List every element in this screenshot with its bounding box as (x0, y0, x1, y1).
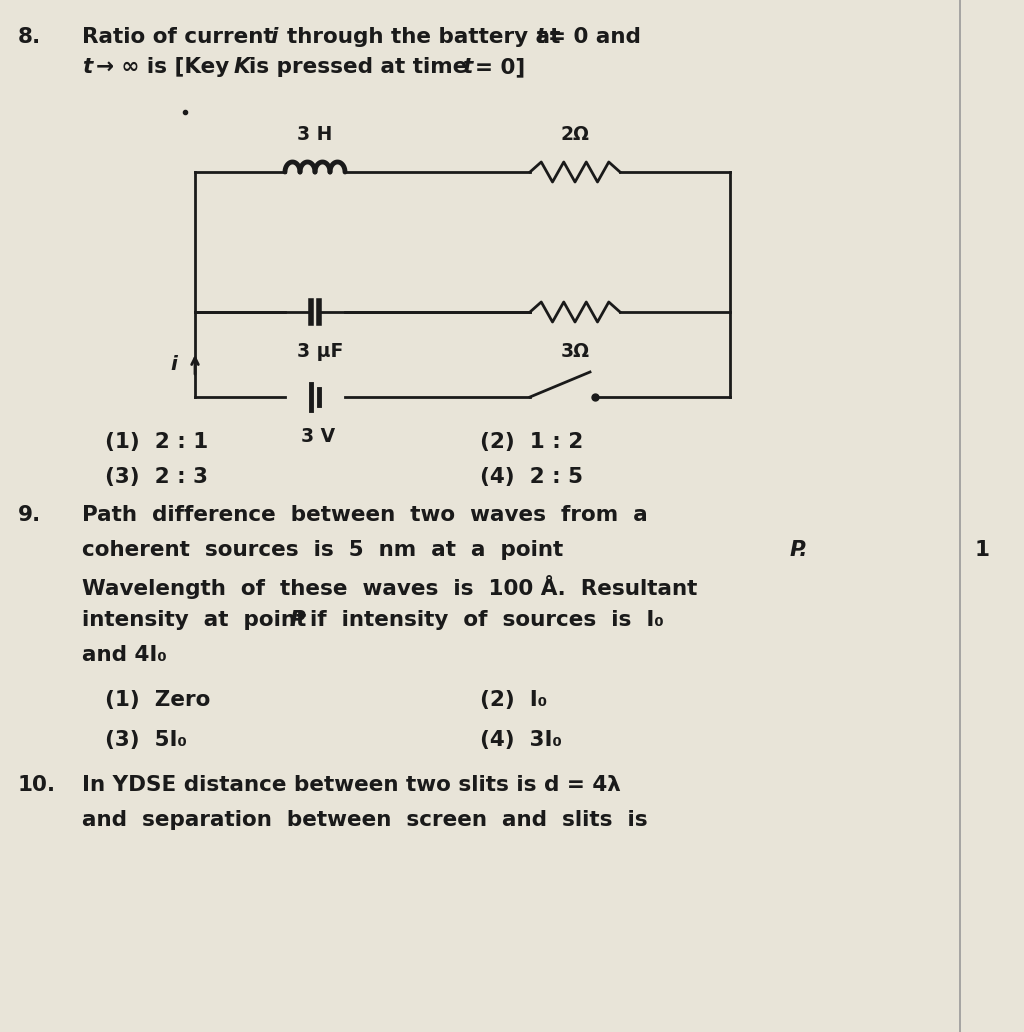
Text: and 4I₀: and 4I₀ (82, 645, 167, 665)
Text: Path  difference  between  two  waves  from  a: Path difference between two waves from a (82, 505, 648, 525)
Text: 9.: 9. (18, 505, 41, 525)
Text: (1)  2 : 1: (1) 2 : 1 (105, 432, 208, 452)
Text: 2Ω: 2Ω (560, 125, 590, 144)
Text: K: K (234, 57, 251, 77)
Text: t: t (82, 57, 92, 77)
Text: if  intensity  of  sources  is  I₀: if intensity of sources is I₀ (310, 610, 664, 630)
Text: t: t (535, 27, 545, 47)
Text: (4)  3I₀: (4) 3I₀ (480, 730, 562, 750)
Text: (4)  2 : 5: (4) 2 : 5 (480, 467, 583, 487)
Text: 3 H: 3 H (297, 125, 333, 144)
Text: through the battery at: through the battery at (287, 27, 560, 47)
Text: Wavelength  of  these  waves  is  100 Å.  Resultant: Wavelength of these waves is 100 Å. Resu… (82, 575, 697, 599)
Text: P: P (290, 610, 306, 630)
Text: Ratio of current: Ratio of current (82, 27, 273, 47)
Text: 1: 1 (975, 540, 990, 560)
Text: P.: P. (790, 540, 808, 560)
Text: = 0]: = 0] (475, 57, 525, 77)
Text: 3Ω: 3Ω (560, 342, 590, 361)
Text: (3)  2 : 3: (3) 2 : 3 (105, 467, 208, 487)
Text: → ∞ is [Key: → ∞ is [Key (96, 57, 229, 77)
Text: intensity  at  point: intensity at point (82, 610, 306, 630)
Text: i: i (170, 355, 177, 375)
Text: (2)  1 : 2: (2) 1 : 2 (480, 432, 584, 452)
Text: coherent  sources  is  5  nm  at  a  point: coherent sources is 5 nm at a point (82, 540, 563, 560)
Text: = 0 and: = 0 and (548, 27, 641, 47)
Text: t: t (462, 57, 472, 77)
Text: and  separation  between  screen  and  slits  is: and separation between screen and slits … (82, 810, 647, 830)
Text: 3 V: 3 V (301, 427, 335, 446)
Text: 8.: 8. (18, 27, 41, 47)
Text: (3)  5I₀: (3) 5I₀ (105, 730, 186, 750)
Text: (2)  I₀: (2) I₀ (480, 690, 547, 710)
Text: 3 μF: 3 μF (297, 342, 343, 361)
Text: In YDSE distance between two slits is d = 4λ: In YDSE distance between two slits is d … (82, 775, 621, 795)
Text: 10.: 10. (18, 775, 56, 795)
Text: i: i (270, 27, 278, 47)
Text: (1)  Zero: (1) Zero (105, 690, 210, 710)
Text: is pressed at time: is pressed at time (249, 57, 467, 77)
